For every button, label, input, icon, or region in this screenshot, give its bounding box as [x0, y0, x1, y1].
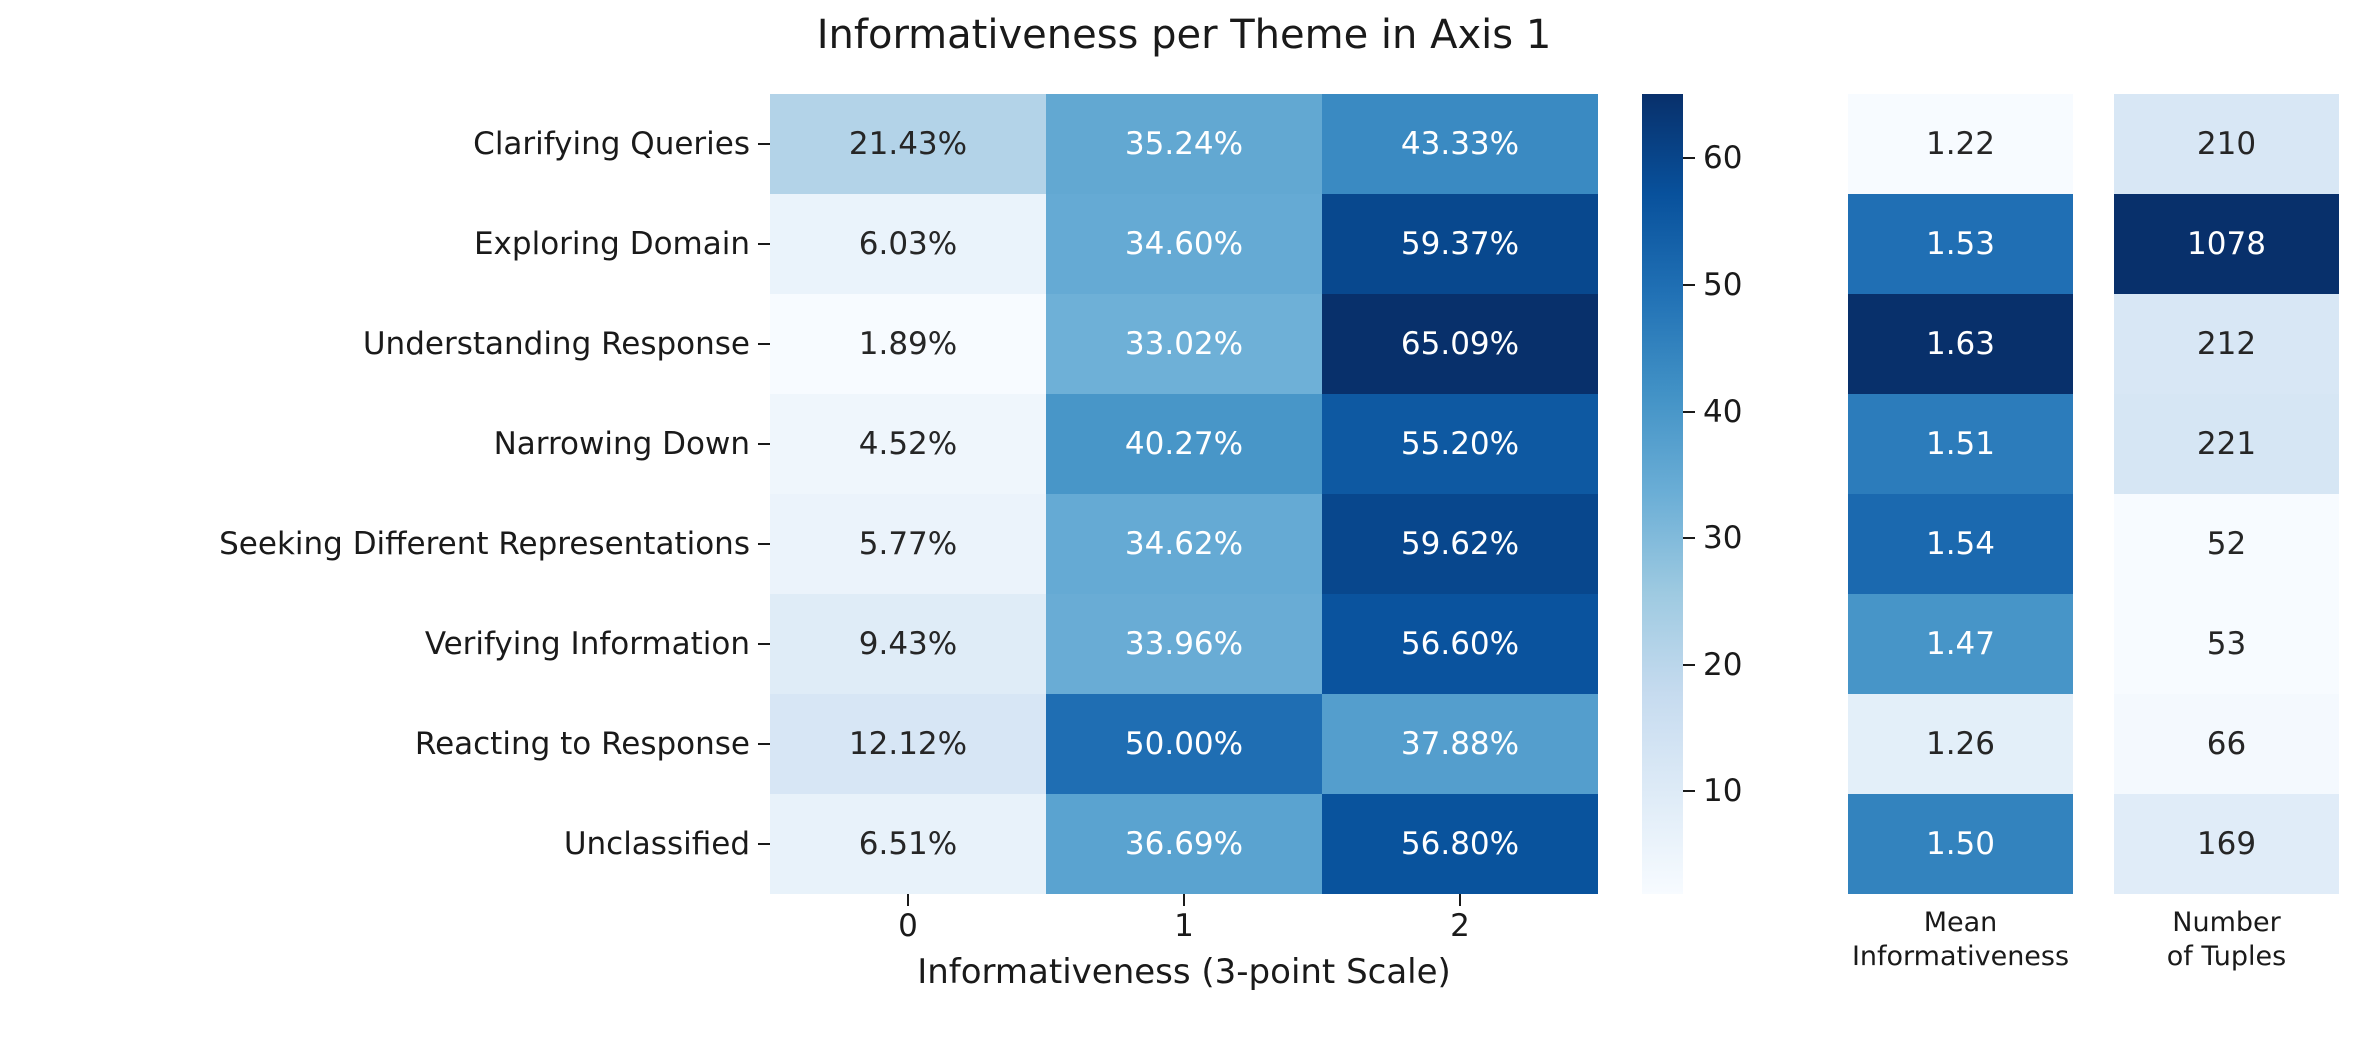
heatmap-cell: 212 [2114, 294, 2339, 394]
heatmap-cell: 34.62% [1046, 494, 1322, 594]
heatmap-cell: 53 [2114, 594, 2339, 694]
heatmap-cell: 35.24% [1046, 94, 1322, 194]
heatmap-cell: 36.69% [1046, 794, 1322, 894]
heatmap-cell: 1.63 [1848, 294, 2073, 394]
tuples-header-line2: of Tuples [2166, 941, 2287, 972]
y-tick-mark [758, 543, 770, 545]
y-tick-label: Narrowing Down [493, 426, 750, 462]
y-tick-label: Understanding Response [362, 326, 750, 362]
heatmap-cell: 221 [2114, 394, 2339, 494]
colorbar-tick-mark [1683, 663, 1695, 666]
heatmap-cell: 43.33% [1322, 94, 1598, 194]
heatmap-cell: 50.00% [1046, 694, 1322, 794]
heatmap-cell: 33.02% [1046, 294, 1322, 394]
colorbar-tick-label: 50 [1703, 267, 1743, 303]
heatmap-cell: 59.62% [1322, 494, 1598, 594]
heatmap-cell: 52 [2114, 494, 2339, 594]
heatmap-cell: 55.20% [1322, 394, 1598, 494]
heatmap-cell: 1.51 [1848, 394, 2073, 494]
colorbar-tick-label: 30 [1703, 520, 1743, 557]
heatmap-cell: 56.80% [1322, 794, 1598, 894]
colorbar-tick-label: 40 [1703, 393, 1743, 430]
heatmap-cell: 4.52% [770, 394, 1046, 494]
colorbar-tick-label: 20 [1703, 646, 1743, 683]
heatmap-cell: 21.43% [770, 94, 1046, 194]
mean-informativeness-column: 1.22 1.53 1.63 1.51 1.54 1.47 1.26 1.50 [1848, 94, 2073, 894]
x-tick-mark [1459, 894, 1461, 906]
main-heatmap-grid: 21.43% 35.24% 43.33% 6.03% 34.60% 59.37% 1.89%… [770, 94, 1598, 894]
heatmap-cell: 34.60% [1046, 194, 1322, 294]
heatmap-cell: 40.27% [1046, 394, 1322, 494]
x-tick-label: 0 [898, 908, 918, 944]
heatmap-cell: 66 [2114, 694, 2339, 794]
y-tick-label: Verifying Information [424, 626, 750, 662]
colorbar-tick-mark [1683, 790, 1695, 793]
colorbar-tick-label: 60 [1703, 140, 1743, 177]
heatmap-cell: 1.54 [1848, 494, 2073, 594]
mean-column-header: Mean Informativeness [1848, 906, 2073, 974]
x-tick-mark [907, 894, 909, 906]
colorbar-gradient [1642, 94, 1683, 894]
mean-header-line2: Informativeness [1851, 941, 2070, 972]
tuples-header-line1: Number [2172, 907, 2281, 938]
y-tick-mark [758, 343, 770, 345]
mean-header-line1: Mean [1923, 907, 1998, 938]
y-tick-mark [758, 843, 770, 845]
colorbar-tick-label: 10 [1703, 773, 1743, 810]
chart-title: Informativeness per Theme in Axis 1 [816, 12, 1552, 58]
heatmap-cell: 65.09% [1322, 294, 1598, 394]
heatmap-cell: 1.22 [1848, 94, 2073, 194]
y-tick-mark [758, 243, 770, 245]
y-tick-mark [758, 643, 770, 645]
y-tick-label: Unclassified [563, 826, 750, 862]
heatmap-cell: 59.37% [1322, 194, 1598, 294]
heatmap-cell: 37.88% [1322, 694, 1598, 794]
colorbar-tick-mark [1683, 537, 1695, 540]
heatmap-cell: 1.89% [770, 294, 1046, 394]
x-tick-mark [1183, 894, 1185, 906]
heatmap-cell: 12.12% [770, 694, 1046, 794]
heatmap-cell: 6.03% [770, 194, 1046, 294]
y-tick-mark [758, 143, 770, 145]
x-tick-label: 1 [1174, 908, 1194, 944]
y-tick-mark [758, 443, 770, 445]
heatmap-cell: 1.50 [1848, 794, 2073, 894]
heatmap-cell: 56.60% [1322, 594, 1598, 694]
heatmap-cell: 210 [2114, 94, 2339, 194]
heatmap-cell: 169 [2114, 794, 2339, 894]
y-tick-label: Clarifying Queries [473, 126, 750, 162]
number-of-tuples-column: 210 1078 212 221 52 53 66 169 [2114, 94, 2339, 894]
y-tick-label: Exploring Domain [473, 226, 750, 262]
x-axis-label: Informativeness (3-point Scale) [917, 952, 1451, 992]
heatmap-cell: 9.43% [770, 594, 1046, 694]
x-tick-label: 2 [1450, 908, 1470, 944]
y-tick-label: Seeking Different Representations [219, 526, 750, 562]
colorbar-tick-mark [1683, 410, 1695, 413]
y-tick-mark [758, 743, 770, 745]
y-tick-label: Reacting to Response [414, 726, 750, 762]
heatmap-cell: 1.47 [1848, 594, 2073, 694]
heatmap-cell: 33.96% [1046, 594, 1322, 694]
heatmap-cell: 1.26 [1848, 694, 2073, 794]
tuples-column-header: Number of Tuples [2114, 906, 2339, 974]
heatmap-cell: 5.77% [770, 494, 1046, 594]
heatmap-cell: 6.51% [770, 794, 1046, 894]
heatmap-cell: 1078 [2114, 194, 2339, 294]
heatmap-cell: 1.53 [1848, 194, 2073, 294]
colorbar-tick-mark [1683, 157, 1695, 160]
colorbar-tick-mark [1683, 284, 1695, 286]
